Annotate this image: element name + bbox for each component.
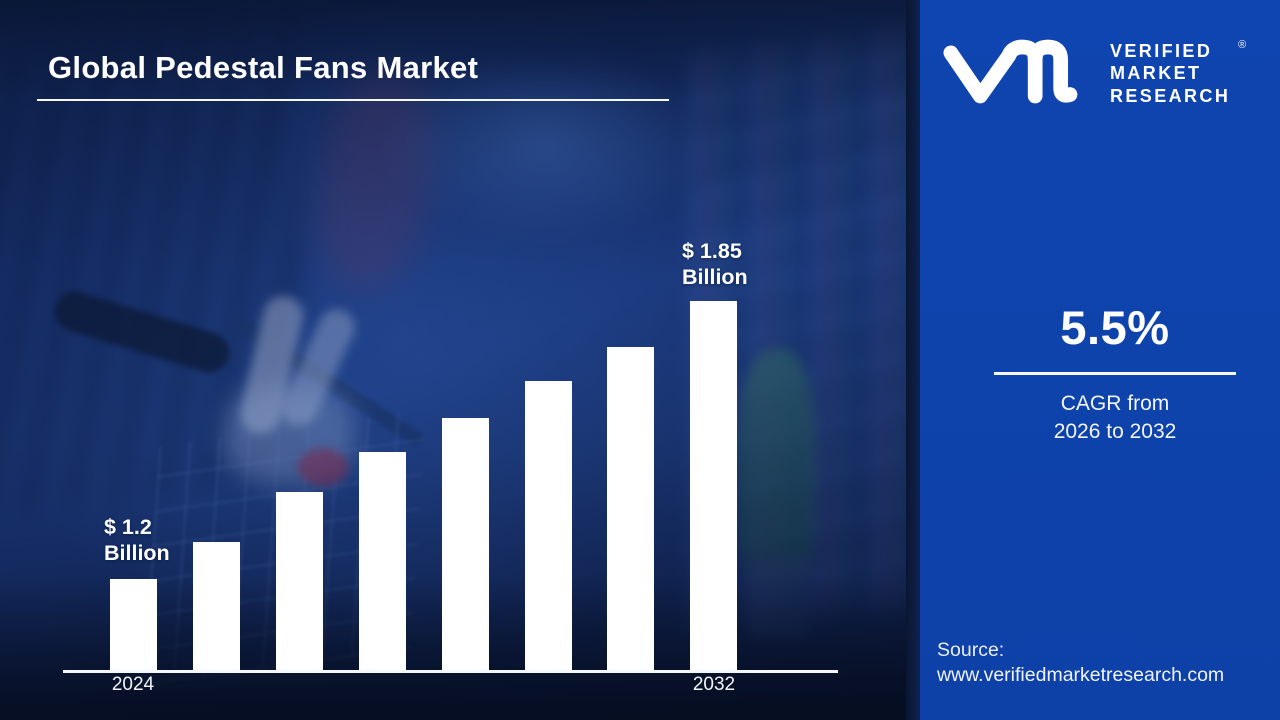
- logo-wordmark: ® VERIFIED MARKET RESEARCH: [1110, 38, 1246, 107]
- cagr-divider-line: [994, 372, 1236, 375]
- value-line: $ 1.85: [682, 239, 742, 263]
- bar-year-mid-3: [358, 452, 406, 670]
- chart-panel: Global Pedestal Fans Market $ 1.2 Billio…: [0, 0, 906, 720]
- registered-trademark-symbol: ®: [1238, 39, 1247, 51]
- source-url[interactable]: www.verifiedmarketresearch.com: [937, 664, 1225, 686]
- logo-word-market: MARKET: [1110, 63, 1202, 84]
- logo-word-verified: VERIFIED: [1110, 41, 1213, 61]
- bar-year-mid-4: [441, 418, 489, 670]
- source-label: Source:: [937, 639, 1005, 661]
- panel-divider: [906, 0, 920, 720]
- bar-year-mid-1: [192, 542, 240, 670]
- bar-year-mid-2: [275, 492, 323, 670]
- source-block: Source: www.verifiedmarketresearch.com: [937, 638, 1224, 688]
- cagr-caption-line1: CAGR from: [1060, 392, 1170, 415]
- cagr-caption: CAGR from 2026 to 2032: [994, 390, 1236, 445]
- sidebar: ® VERIFIED MARKET RESEARCH 5.5% CAGR fro…: [920, 0, 1280, 720]
- page-title: Global Pedestal Fans Market: [48, 50, 479, 85]
- bar-year-mid-5: [524, 381, 572, 670]
- logo-word-research: RESEARCH: [1110, 85, 1231, 106]
- vmr-monogram-icon: [943, 39, 1078, 104]
- last-bar-value-label: $ 1.85 Billion: [682, 238, 748, 290]
- title-underline: [37, 99, 669, 101]
- vmr-logo: ® VERIFIED MARKET RESEARCH: [943, 38, 1246, 107]
- x-tick-2024: 2024: [111, 674, 155, 695]
- value-line: Billion: [682, 265, 748, 289]
- cagr-stat-block: 5.5% CAGR from 2026 to 2032: [994, 300, 1236, 445]
- cagr-caption-line2: 2026 to 2032: [1053, 419, 1177, 443]
- bar-year-2032: [690, 301, 738, 670]
- bar-year-2024: [110, 579, 157, 670]
- value-line: Billion: [104, 541, 170, 565]
- bar-year-mid-6: [607, 347, 655, 670]
- cagr-value: 5.5%: [1060, 301, 1170, 354]
- x-tick-2032: 2032: [692, 674, 736, 695]
- value-line: $ 1.2: [104, 515, 152, 539]
- bar-chart: $ 1.2 Billion $ 1.85 Billion 2024 2032: [63, 230, 838, 700]
- x-axis-line: [63, 670, 838, 673]
- first-bar-value-label: $ 1.2 Billion: [104, 514, 170, 566]
